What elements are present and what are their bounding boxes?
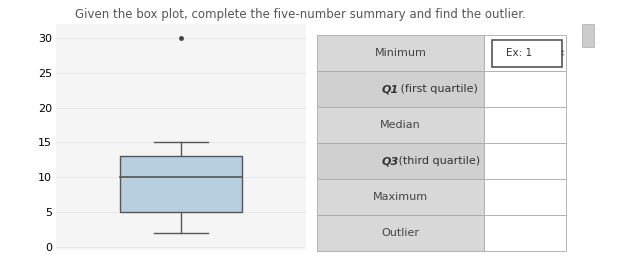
FancyBboxPatch shape [484, 179, 566, 215]
FancyBboxPatch shape [317, 107, 484, 143]
Text: Q3: Q3 [381, 156, 399, 166]
FancyBboxPatch shape [582, 24, 595, 47]
Text: Q1: Q1 [381, 84, 399, 94]
FancyBboxPatch shape [317, 143, 484, 179]
Text: (first quartile): (first quartile) [397, 84, 478, 94]
FancyBboxPatch shape [317, 36, 484, 71]
FancyBboxPatch shape [317, 215, 484, 251]
FancyBboxPatch shape [484, 36, 566, 71]
FancyBboxPatch shape [484, 143, 566, 179]
FancyBboxPatch shape [317, 71, 484, 107]
FancyBboxPatch shape [317, 179, 484, 215]
FancyBboxPatch shape [120, 156, 242, 212]
Text: ↕: ↕ [558, 49, 565, 58]
Text: Given the box plot, complete the five-number summary and find the outlier.: Given the box plot, complete the five-nu… [75, 8, 526, 21]
Text: (third quartile): (third quartile) [395, 156, 480, 166]
Text: Median: Median [380, 120, 421, 130]
Text: Ex: 1: Ex: 1 [505, 48, 532, 58]
Text: Maximum: Maximum [373, 192, 428, 202]
FancyBboxPatch shape [492, 40, 562, 67]
Text: Outlier: Outlier [382, 228, 420, 238]
Text: Minimum: Minimum [374, 48, 427, 58]
FancyBboxPatch shape [484, 71, 566, 107]
FancyBboxPatch shape [484, 215, 566, 251]
FancyBboxPatch shape [484, 107, 566, 143]
